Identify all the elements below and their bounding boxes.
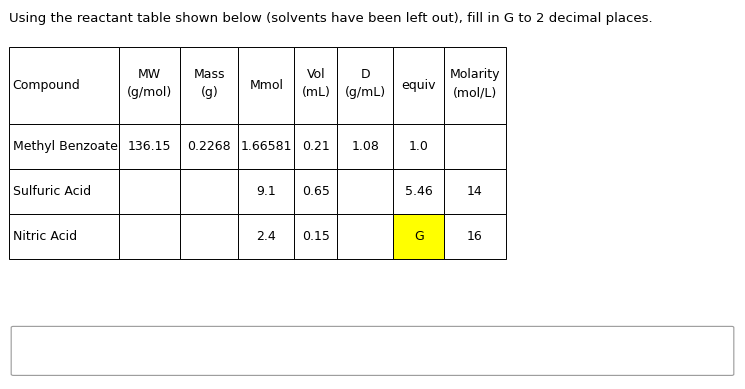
Text: 136.15: 136.15: [128, 140, 171, 153]
Text: Mmol: Mmol: [250, 79, 283, 92]
Text: (mL): (mL): [302, 86, 330, 99]
Text: 1.0: 1.0: [409, 140, 428, 153]
Text: Compound: Compound: [13, 79, 80, 92]
Text: Vol: Vol: [307, 68, 326, 81]
Text: (g): (g): [200, 86, 218, 99]
Text: Methyl Benzoate: Methyl Benzoate: [13, 140, 118, 153]
Text: (g/mL): (g/mL): [345, 86, 386, 99]
Text: 16: 16: [467, 230, 483, 243]
Text: Molarity: Molarity: [450, 68, 500, 81]
Text: equiv: equiv: [402, 79, 436, 92]
Text: G: G: [413, 230, 424, 243]
Text: 9.1: 9.1: [256, 185, 276, 198]
Text: (mol/L): (mol/L): [453, 86, 497, 99]
Text: 1.08: 1.08: [352, 140, 379, 153]
Text: MW: MW: [138, 68, 162, 81]
Text: 14: 14: [467, 185, 483, 198]
Text: 0.2268: 0.2268: [188, 140, 231, 153]
Text: 0.15: 0.15: [302, 230, 330, 243]
Text: 2.4: 2.4: [256, 230, 276, 243]
Text: Using the reactant table shown below (solvents have been left out), fill in G to: Using the reactant table shown below (so…: [9, 12, 653, 25]
Text: 1.66581: 1.66581: [241, 140, 292, 153]
Text: Sulfuric Acid: Sulfuric Acid: [13, 185, 91, 198]
Text: Nitric Acid: Nitric Acid: [13, 230, 77, 243]
Text: Mass: Mass: [194, 68, 225, 81]
Text: 5.46: 5.46: [405, 185, 433, 198]
Text: D: D: [361, 68, 370, 81]
Text: 0.65: 0.65: [302, 185, 330, 198]
Text: 0.21: 0.21: [302, 140, 330, 153]
Text: (g/mol): (g/mol): [127, 86, 172, 99]
